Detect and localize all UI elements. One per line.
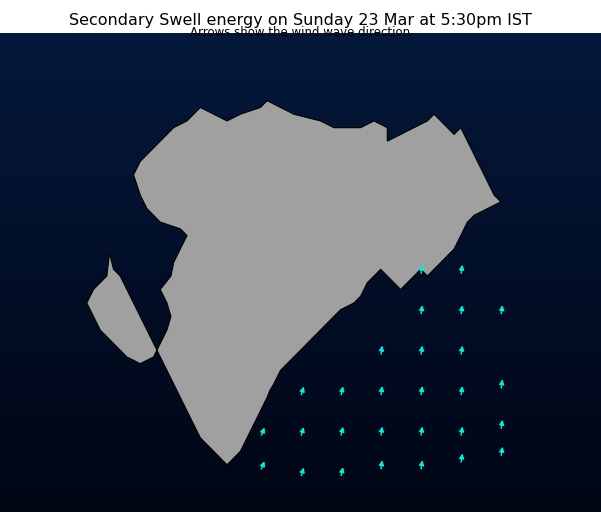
Text: Arrows show the wind wave direction: Arrows show the wind wave direction	[191, 26, 410, 38]
Polygon shape	[87, 101, 501, 465]
Text: Secondary Swell energy on Sunday 23 Mar at 5:30pm IST: Secondary Swell energy on Sunday 23 Mar …	[69, 13, 532, 28]
